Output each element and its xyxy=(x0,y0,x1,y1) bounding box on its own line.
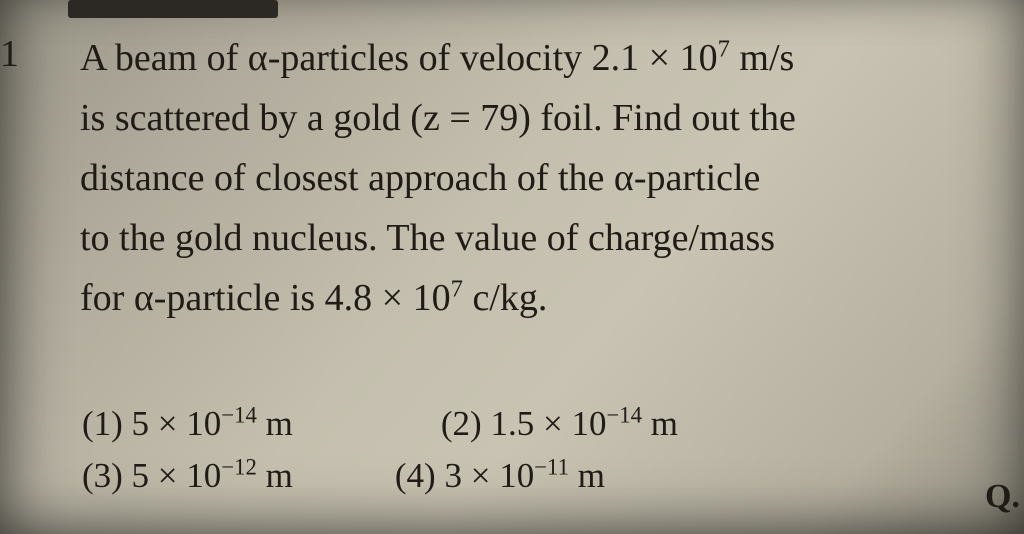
exponent: 7 xyxy=(718,35,730,62)
exponent: −14 xyxy=(221,402,257,427)
alpha-symbol: α xyxy=(248,37,268,79)
question-line-2: is scattered by a gold (z = 79) foil. Fi… xyxy=(80,88,796,148)
exponent: 7 xyxy=(451,275,463,302)
alpha-symbol: α xyxy=(134,277,154,319)
question-line-5: for α-particle is 4.8 × 107 c/kg. xyxy=(80,268,796,328)
question-line-1: A beam of α-particles of velocity 2.1 × … xyxy=(80,28,796,88)
text-fragment: m/s xyxy=(730,37,794,79)
alpha-symbol: α xyxy=(614,157,634,199)
option-text: (4) 3 × 10 xyxy=(395,456,534,495)
text-fragment: c/kg. xyxy=(463,277,547,319)
options-row-2: (3) 5 × 10−12 m (4) 3 × 10−11 m xyxy=(82,450,678,502)
option-text: (2) 1.5 × 10 xyxy=(441,404,607,443)
option-1: (1) 5 × 10−14 m xyxy=(82,398,293,450)
question-number: 1 xyxy=(0,32,19,76)
exponent: −12 xyxy=(221,454,257,479)
corner-question-label: Q. xyxy=(985,478,1020,516)
text-fragment: distance of closest approach of the xyxy=(80,157,614,199)
exponent: −14 xyxy=(606,402,642,427)
option-text: (1) 5 × 10 xyxy=(82,404,221,443)
option-unit: m xyxy=(257,456,293,495)
text-fragment: -particle xyxy=(634,157,761,199)
question-line-4: to the gold nucleus. The value of charge… xyxy=(80,208,796,268)
option-unit: m xyxy=(642,404,678,443)
option-3: (3) 5 × 10−12 m xyxy=(82,450,293,502)
options-row-1: (1) 5 × 10−14 m (2) 1.5 × 10−14 m xyxy=(82,398,678,450)
text-fragment: A beam of xyxy=(80,37,248,79)
option-unit: m xyxy=(569,456,605,495)
question-line-3: distance of closest approach of the α-pa… xyxy=(80,148,796,208)
option-unit: m xyxy=(257,404,293,443)
answer-options: (1) 5 × 10−14 m (2) 1.5 × 10−14 m (3) 5 … xyxy=(82,398,678,502)
text-fragment: -particle is 4.8 × 10 xyxy=(154,277,451,319)
text-fragment: -particles of velocity 2.1 × 10 xyxy=(268,37,718,79)
exponent: −11 xyxy=(534,454,569,479)
option-2: (2) 1.5 × 10−14 m xyxy=(441,398,678,450)
option-4: (4) 3 × 10−11 m xyxy=(395,450,605,502)
question-body: A beam of α-particles of velocity 2.1 × … xyxy=(80,28,796,328)
option-text: (3) 5 × 10 xyxy=(82,456,221,495)
text-fragment: for xyxy=(80,277,134,319)
header-underline-bar xyxy=(68,0,278,18)
